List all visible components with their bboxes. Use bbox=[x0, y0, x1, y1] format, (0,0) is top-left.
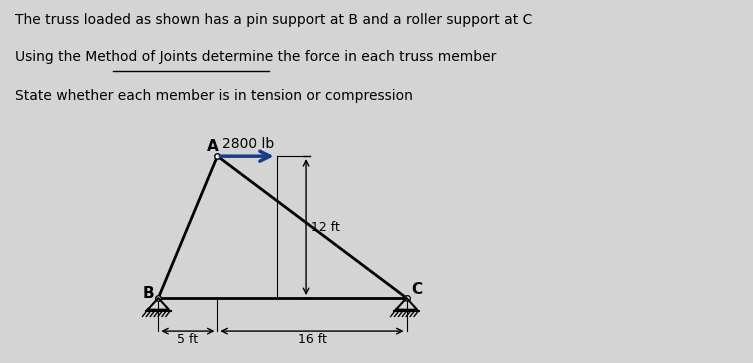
Text: B: B bbox=[143, 286, 154, 301]
Text: Using the Method of Joints determine the force in each truss member: Using the Method of Joints determine the… bbox=[15, 50, 496, 64]
Text: 2800 lb: 2800 lb bbox=[222, 137, 274, 151]
Text: State whether each member is in tension or compression: State whether each member is in tension … bbox=[15, 89, 413, 103]
Text: 16 ft: 16 ft bbox=[297, 333, 326, 346]
Text: A: A bbox=[207, 139, 218, 154]
Text: C: C bbox=[411, 282, 422, 297]
Text: 12 ft: 12 ft bbox=[311, 221, 340, 233]
Text: The truss loaded as shown has a pin support at B and a roller support at C: The truss loaded as shown has a pin supp… bbox=[15, 13, 532, 26]
Text: 5 ft: 5 ft bbox=[177, 333, 199, 346]
